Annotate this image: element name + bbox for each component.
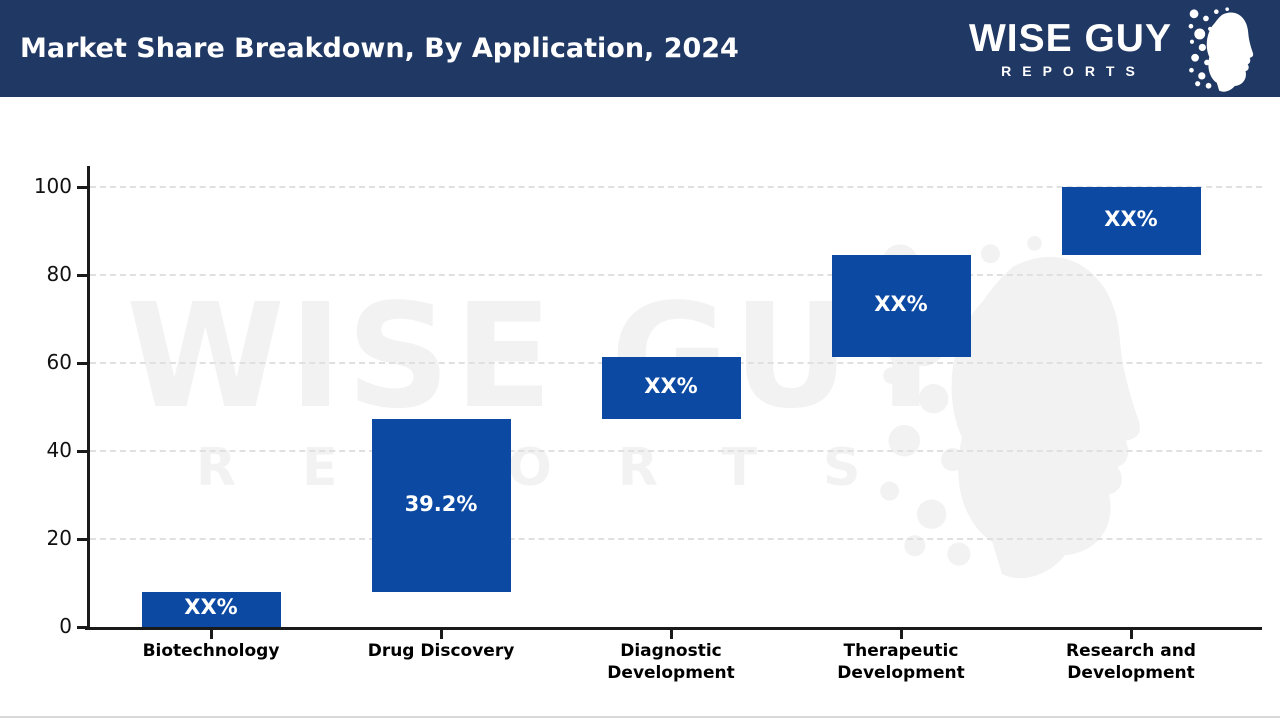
bar-value-label-therapeutic-development: XX%	[874, 292, 928, 317]
watermark-reports-text: REPORTS	[196, 438, 927, 498]
x-tick-mark-biotechnology	[209, 630, 213, 639]
brand-logo: WISE GUY REPORTS	[969, 5, 1270, 93]
bar-therapeutic-development	[831, 255, 971, 357]
x-tick-mark-diagnostic-development	[669, 630, 673, 639]
bar-biotechnology	[141, 591, 281, 627]
bar-diagnostic-development	[601, 356, 741, 420]
gridline-40	[90, 450, 1262, 452]
y-tick-mark-80	[77, 274, 87, 277]
x-axis-label-drug-discovery: Drug Discovery	[367, 641, 515, 661]
x-axis-label-diagnostic-development: Diagnostic Development	[607, 641, 735, 684]
x-axis-label-therapeutic-development: Therapeutic Development	[837, 641, 965, 684]
brand-name: WISE GUY	[968, 16, 1172, 60]
y-tick-label-0: 0	[59, 614, 72, 638]
x-tick-mark-therapeutic-development	[899, 630, 903, 639]
y-tick-mark-40	[77, 450, 87, 453]
bottom-divider	[0, 716, 1280, 718]
y-tick-label-40: 40	[46, 438, 72, 462]
bar-value-label-research-and-development: XX%	[1104, 207, 1158, 232]
x-axis-label-research-and-development: Research and Development	[1066, 641, 1196, 684]
y-tick-mark-60	[77, 362, 87, 365]
x-tick-mark-research-and-development	[1129, 630, 1133, 639]
gridline-80	[90, 274, 1262, 276]
brand-face-icon	[1188, 6, 1254, 92]
y-tick-mark-100	[77, 186, 87, 189]
y-axis-line	[87, 166, 90, 630]
gridline-20	[90, 538, 1262, 540]
bar-value-label-diagnostic-development: XX%	[644, 374, 698, 399]
y-tick-label-20: 20	[46, 526, 72, 550]
x-axis-line	[85, 627, 1262, 630]
bar-research-and-development	[1061, 187, 1201, 256]
x-tick-mark-drug-discovery	[439, 630, 443, 639]
y-tick-mark-0	[77, 626, 87, 629]
y-tick-label-80: 80	[46, 262, 72, 286]
bar-drug-discovery	[371, 419, 511, 592]
y-tick-label-100: 100	[33, 174, 72, 198]
page-title: Market Share Breakdown, By Application, …	[20, 33, 739, 64]
bar-value-label-drug-discovery: 39.2%	[404, 491, 478, 516]
y-tick-mark-20	[77, 538, 87, 541]
brand-logo-text: WISE GUY REPORTS	[969, 19, 1172, 79]
bar-value-label-biotechnology: XX%	[184, 595, 238, 620]
header-bar: Market Share Breakdown, By Application, …	[0, 0, 1280, 97]
y-tick-label-60: 60	[46, 350, 72, 374]
watermark-brand-text: WISE GUY	[126, 272, 963, 440]
brand-subname: REPORTS	[1001, 62, 1146, 79]
x-axis-label-biotechnology: Biotechnology	[142, 641, 280, 661]
gridline-100	[90, 186, 1262, 188]
